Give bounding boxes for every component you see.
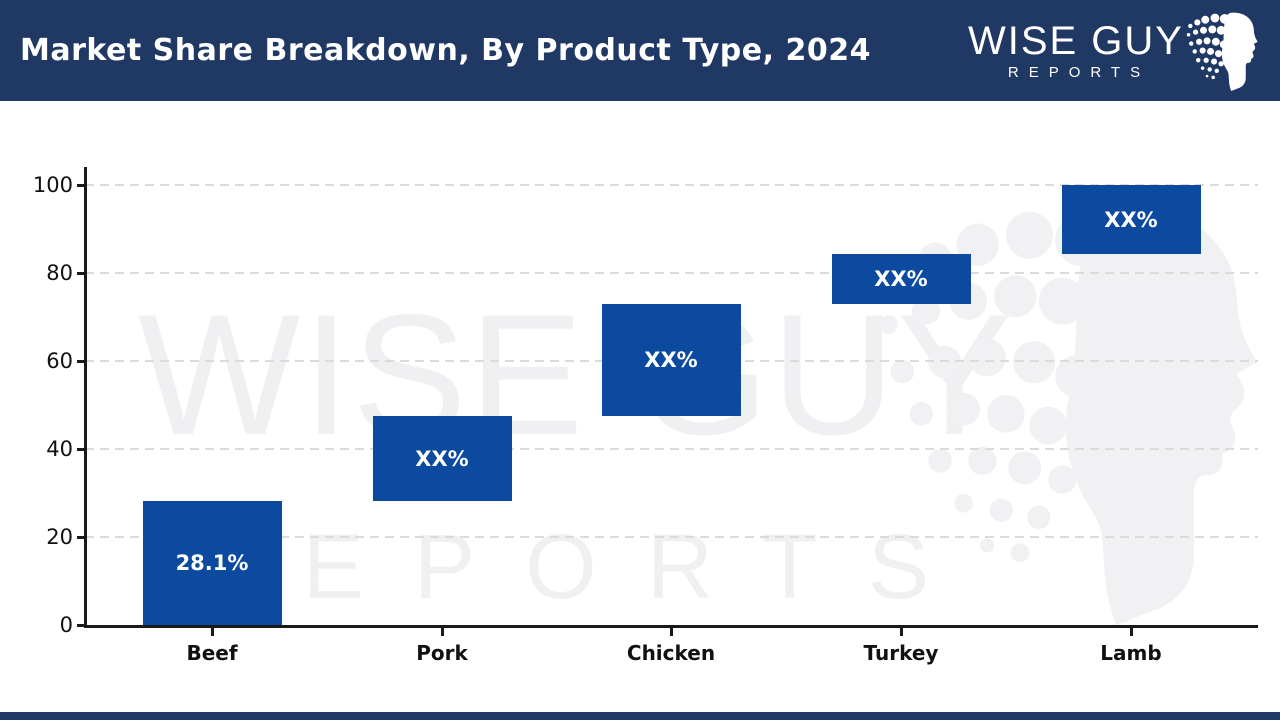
- brand-subname: REPORTS: [1007, 63, 1151, 81]
- bar-value-label: 28.1%: [175, 551, 249, 576]
- gridline: [85, 536, 1258, 538]
- y-axis-tick: [77, 536, 85, 539]
- y-axis-line: [84, 167, 87, 628]
- bar-turkey: XX%: [831, 254, 971, 304]
- bar-value-label: XX%: [874, 266, 928, 291]
- y-axis-tick: [77, 448, 85, 451]
- brand-logo: WISE GUY REPORTS: [968, 9, 1266, 93]
- chart-plot-area: 0 20 40 60 80 100 28.1% Beef XX% Pork XX% Chicken XX…: [0, 101, 1280, 720]
- y-axis-tick: [77, 184, 85, 187]
- bar-value-label: XX%: [1104, 207, 1158, 232]
- y-axis-tick: [77, 624, 85, 627]
- x-axis-category-label: Chicken: [626, 641, 716, 665]
- y-axis-tick-label: 60: [46, 349, 73, 373]
- y-axis-tick-label: 20: [46, 525, 73, 549]
- x-axis-tick: [441, 628, 444, 636]
- x-axis-tick: [211, 628, 214, 636]
- bar-lamb: XX%: [1061, 185, 1201, 255]
- watermark-text-wiseguy: WISE GUY: [138, 279, 1015, 471]
- x-axis-tick: [900, 628, 903, 636]
- y-axis-tick-label: 100: [32, 173, 73, 197]
- watermark-text-reports: REPORTS: [186, 516, 980, 618]
- brand-logo-text: WISE GUY REPORTS: [968, 21, 1184, 81]
- header-bar: Market Share Breakdown, By Product Type,…: [0, 0, 1280, 101]
- x-axis-category-label: Lamb: [1100, 641, 1162, 665]
- page-title: Market Share Breakdown, By Product Type,…: [20, 33, 871, 68]
- bar-beef: 28.1%: [142, 501, 282, 625]
- brand-head-icon: [1186, 12, 1258, 91]
- bar-value-label: XX%: [644, 347, 698, 372]
- x-axis-category-label: Beef: [186, 641, 238, 665]
- gridline: [85, 184, 1258, 186]
- bar-value-label: XX%: [415, 446, 469, 471]
- x-axis-line: [84, 625, 1258, 628]
- bar-pork: XX%: [372, 416, 512, 502]
- y-axis-tick-label: 40: [46, 437, 73, 461]
- y-axis-tick-label: 80: [46, 261, 73, 285]
- x-axis-tick: [670, 628, 673, 636]
- y-axis-tick-label: 0: [59, 613, 73, 637]
- y-axis-tick: [77, 272, 85, 275]
- x-axis-category-label: Turkey: [863, 641, 939, 665]
- footer-bar: [0, 712, 1280, 720]
- gridline: [85, 448, 1258, 450]
- bar-chicken: XX%: [601, 303, 741, 416]
- x-axis-category-label: Pork: [416, 641, 468, 665]
- x-axis-tick: [1130, 628, 1133, 636]
- y-axis-tick: [77, 360, 85, 363]
- gridline: [85, 272, 1258, 274]
- brand-name: WISE GUY: [967, 18, 1184, 63]
